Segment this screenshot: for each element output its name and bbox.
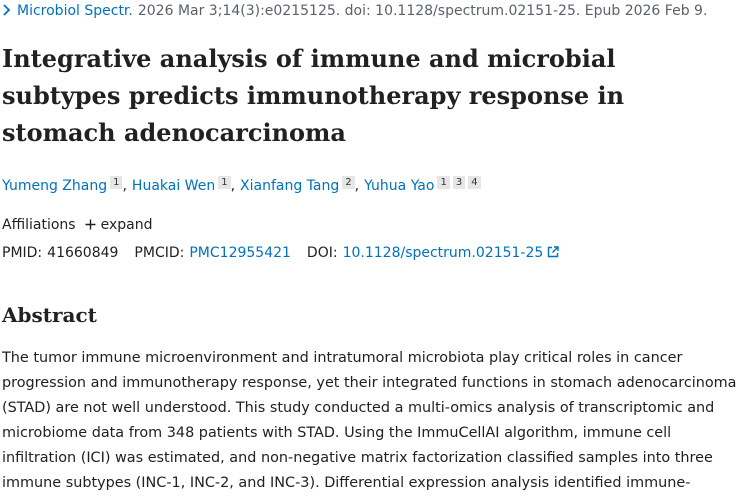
pmcid-link[interactable]: PMC12955421	[189, 245, 291, 261]
author-separator: ,	[354, 178, 360, 194]
affiliation-number[interactable]: 2	[342, 176, 355, 189]
author-separator: ,	[230, 178, 236, 194]
expand-icon[interactable]	[85, 219, 96, 230]
abstract-line: progression and immunotherapy response, …	[2, 375, 737, 391]
affiliations: Affiliations expand	[2, 217, 152, 233]
author-list: Yumeng Zhang 1, Huakai Wen 1, Xianfang Tang 2…	[2, 176, 481, 194]
expand-toggle[interactable]: expand	[100, 217, 153, 233]
pmid: 41660849	[47, 245, 119, 261]
affiliation-number[interactable]: 3	[452, 176, 466, 189]
affiliations-label: Affiliations	[2, 217, 76, 233]
abstract-line: The tumor immune microenvironment and in…	[2, 350, 683, 366]
article-title: Integrative analysis of immune and micro…	[2, 44, 625, 147]
pmid-label: PMID:	[2, 245, 43, 261]
affiliation-number[interactable]: 1	[110, 176, 123, 189]
identifiers: PMID: 41660849 PMCID: PMC12955421 DOI: 10.112…	[2, 245, 559, 261]
affiliation-number[interactable]: 4	[468, 176, 481, 189]
chevron-icon[interactable]	[2, 4, 12, 16]
external-link-icon[interactable]	[547, 246, 559, 258]
journal-link[interactable]: Microbiol Spectr.	[17, 3, 133, 19]
affiliation-number[interactable]: 1	[437, 176, 450, 189]
abstract-line: microbiome data from 348 patients with S…	[2, 425, 672, 441]
doi-link[interactable]: 10.1128/spectrum.02151-25	[342, 245, 544, 261]
abstract-line: infiltration (ICI) was estimated, and no…	[2, 450, 713, 466]
doi-label: DOI:	[306, 245, 338, 261]
author-separator: ,	[122, 178, 127, 194]
abstract-heading: Abstract	[2, 303, 97, 327]
abstract-line: (STAD) are not well understood. This stu…	[2, 400, 715, 416]
abstract-line: immune subtypes (INC-1, INC-2, and INC-3…	[2, 475, 691, 491]
citation-details: 2026 Mar 3;14(3):e0215125. doi: 10.1128/…	[137, 3, 708, 19]
author-name[interactable]: Huakai Wen	[131, 178, 216, 194]
author-name[interactable]: Yuhua Yao	[364, 178, 435, 194]
abstract-text: The tumor immune microenvironment and in…	[2, 346, 737, 496]
pmcid-label: PMCID:	[134, 245, 185, 261]
affiliation-number[interactable]: 1	[218, 176, 231, 189]
author-name[interactable]: Yumeng Zhang	[2, 178, 108, 194]
author-name[interactable]: Xianfang Tang	[240, 178, 340, 194]
citation: Microbiol Spectr. 2026 Mar 3;14(3):e02151…	[2, 3, 707, 19]
